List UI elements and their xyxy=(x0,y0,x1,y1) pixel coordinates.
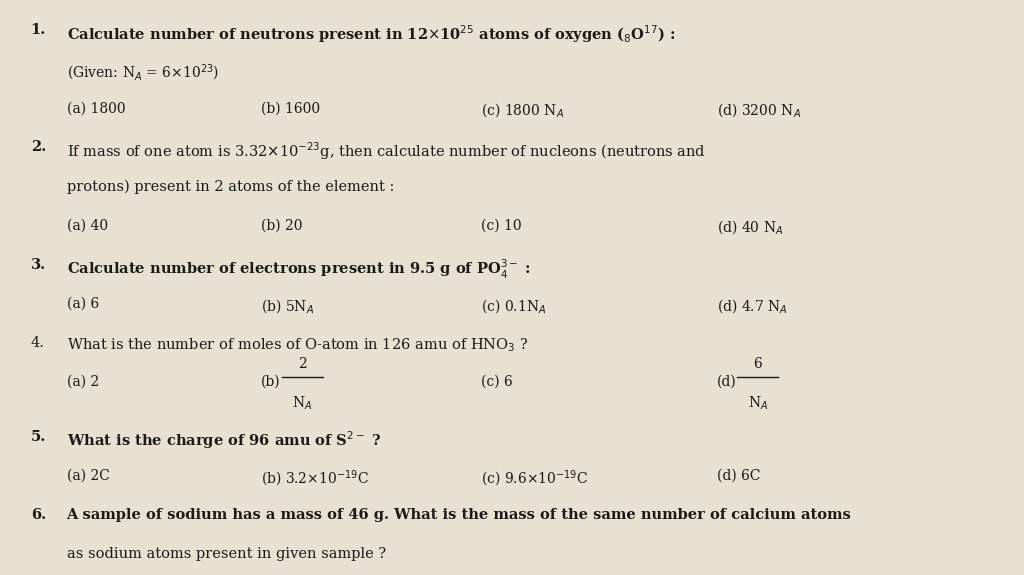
Text: (d) 3200 N$_{A}$: (d) 3200 N$_{A}$ xyxy=(717,101,801,119)
Text: (a) 6: (a) 6 xyxy=(67,297,98,310)
Text: (c) 0.1N$_{A}$: (c) 0.1N$_{A}$ xyxy=(481,297,547,315)
Text: (b) 3.2$\times$10$^{-19}$C: (b) 3.2$\times$10$^{-19}$C xyxy=(261,469,369,489)
Text: 4.: 4. xyxy=(31,336,45,350)
Text: 6: 6 xyxy=(754,358,762,371)
Text: (a) 40: (a) 40 xyxy=(67,218,108,232)
Text: 5.: 5. xyxy=(31,430,46,444)
Text: 2: 2 xyxy=(298,358,306,371)
Text: (d) 6C: (d) 6C xyxy=(717,469,760,483)
Text: (d) 40 N$_{A}$: (d) 40 N$_{A}$ xyxy=(717,218,783,236)
Text: N$_{A}$: N$_{A}$ xyxy=(292,395,312,412)
Text: 6.: 6. xyxy=(31,508,46,522)
Text: (d) 4.7 N$_{A}$: (d) 4.7 N$_{A}$ xyxy=(717,297,787,315)
Text: 1.: 1. xyxy=(31,23,46,37)
Text: (c) 9.6$\times$10$^{-19}$C: (c) 9.6$\times$10$^{-19}$C xyxy=(481,469,589,489)
Text: 3.: 3. xyxy=(31,258,46,271)
Text: (a) 1800: (a) 1800 xyxy=(67,101,125,115)
Text: (Given: N$_{A}$ = 6$\times$10$^{23}$): (Given: N$_{A}$ = 6$\times$10$^{23}$) xyxy=(67,62,218,82)
Text: 2.: 2. xyxy=(31,140,46,154)
Text: as sodium atoms present in given sample ?: as sodium atoms present in given sample … xyxy=(67,547,386,561)
Text: N$_{A}$: N$_{A}$ xyxy=(748,395,768,412)
Text: (c) 10: (c) 10 xyxy=(481,218,522,232)
Text: Calculate number of neutrons present in 12$\times$10$^{25}$ atoms of oxygen ($_{: Calculate number of neutrons present in … xyxy=(67,23,675,45)
Text: What is the number of moles of O-atom in 126 amu of HNO$_3$ ?: What is the number of moles of O-atom in… xyxy=(67,336,528,354)
Text: (b) 20: (b) 20 xyxy=(261,218,303,232)
Text: If mass of one atom is 3.32$\times$10$^{-23}$g, then calculate number of nucleon: If mass of one atom is 3.32$\times$10$^{… xyxy=(67,140,706,162)
Text: (a) 2: (a) 2 xyxy=(67,375,98,389)
Text: (b): (b) xyxy=(261,375,281,389)
Text: Calculate number of electrons present in 9.5 g of PO$_4^{3-}$ :: Calculate number of electrons present in… xyxy=(67,258,530,281)
Text: A sample of sodium has a mass of 46 g. What is the mass of the same number of ca: A sample of sodium has a mass of 46 g. W… xyxy=(67,508,851,522)
Text: (b) 5N$_{A}$: (b) 5N$_{A}$ xyxy=(261,297,314,315)
Text: (a) 2C: (a) 2C xyxy=(67,469,110,483)
Text: protons) present in 2 atoms of the element :: protons) present in 2 atoms of the eleme… xyxy=(67,179,394,194)
Text: (b) 1600: (b) 1600 xyxy=(261,101,321,115)
Text: (d): (d) xyxy=(717,375,736,389)
Text: (c) 1800 N$_{A}$: (c) 1800 N$_{A}$ xyxy=(481,101,564,119)
Text: What is the charge of 96 amu of S$^{2-}$ ?: What is the charge of 96 amu of S$^{2-}$… xyxy=(67,430,381,451)
Text: (c) 6: (c) 6 xyxy=(481,375,513,389)
